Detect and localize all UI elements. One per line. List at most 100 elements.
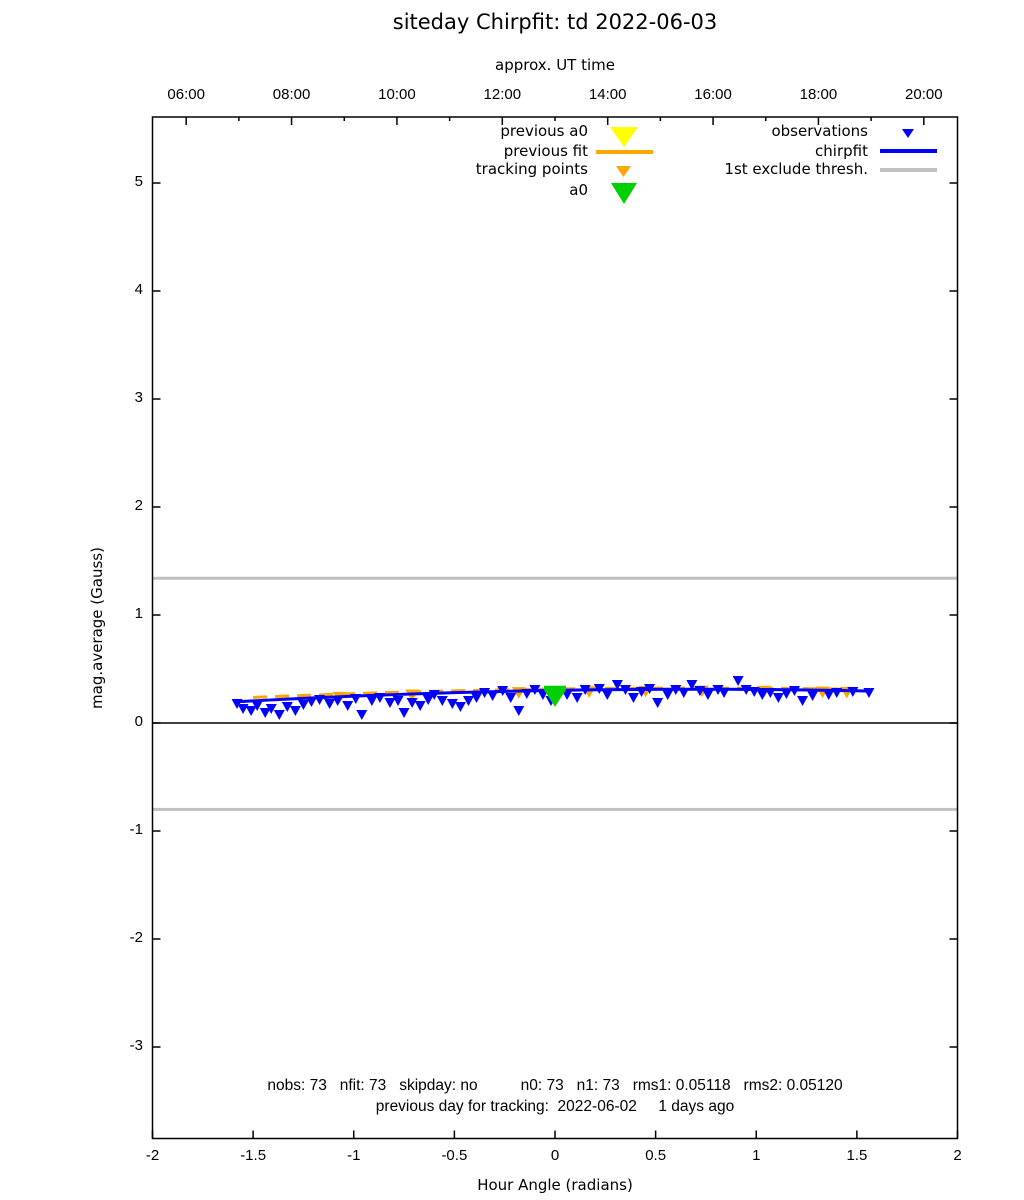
observation-marker [497,685,509,696]
observation-marker [356,710,368,721]
observation-marker [314,695,326,706]
time-tick-label: 18:00 [799,86,838,103]
observation-marker [611,680,623,691]
observation-marker [350,694,362,705]
observation-marker [366,695,378,706]
observation-marker [251,700,263,711]
time-tick-label: 20:00 [905,86,943,103]
observation-marker [619,684,631,695]
observation-marker [237,703,249,714]
x-tick-label: 2 [953,1147,962,1164]
observation-marker [513,706,525,717]
y-tick-label: -2 [129,929,143,946]
x-tick-label: -0.5 [441,1147,468,1164]
legend-label-exclude-thresh: 1st exclude thresh. [724,160,868,178]
observation-marker [398,707,410,718]
legend-label-tracking-points: tracking points [475,160,588,178]
observation-marker [537,689,549,700]
plot-border [151,116,959,1140]
observation-marker [652,698,664,709]
observation-marker [772,692,784,703]
x-tick-label: -1 [347,1147,361,1164]
x-tick-label: -2 [145,1147,160,1164]
observation-marker [788,685,800,696]
observation-marker [471,692,483,703]
observation-marker [732,676,744,687]
y-tick-label: 4 [134,281,143,298]
observation-marker [462,695,474,706]
observation-marker [593,684,605,695]
observation-marker [740,684,752,695]
time-tick-label: 08:00 [272,86,311,103]
legend-label-observations: observations [771,122,868,140]
y-tick-label: 1 [134,605,143,622]
observation-marker [305,696,317,707]
time-tick-label: 06:00 [167,86,205,103]
observation-marker [259,707,271,718]
observation-marker [487,691,499,702]
observation-marker [863,688,875,699]
time-tick-label: 14:00 [588,86,627,103]
observation-marker [694,685,706,696]
observation-marker [847,687,859,698]
observation-marker [756,689,768,700]
observation-marker [807,691,819,702]
observation-marker [601,689,613,700]
top-axis-title: approx. UT time [495,56,615,74]
observation-marker [273,710,285,721]
observation-marker [289,706,301,717]
x-tick-label: 0.5 [645,1147,667,1164]
observation-marker [636,687,648,698]
y-axis-title: mag.average (Gauss) [88,547,106,709]
observation-marker [702,689,714,700]
observation-marker [479,688,491,699]
observation-marker [764,688,776,699]
observation-marker [384,698,396,709]
observation-marker [342,700,354,711]
x-tick-label: 1.5 [846,1147,868,1164]
observation-marker [324,699,336,710]
observation-marker [265,703,277,714]
observation-marker [428,689,440,700]
observation-marker [281,702,293,713]
observation-marker [422,695,434,706]
legend-label-previous-a0: previous a0 [500,122,588,140]
observation-marker [797,695,809,706]
observation-marker [374,692,386,703]
y-tick-label: 2 [134,497,143,514]
observation-marker [561,689,573,700]
legend-label-previous-fit: previous fit [503,142,588,160]
observation-marker [332,695,344,706]
y-tick-label: -3 [129,1037,143,1054]
observation-marker [780,688,792,699]
observation-marker [505,692,517,703]
observation-marker [392,695,404,706]
observation-marker [644,684,656,695]
observation-marker [823,689,835,700]
time-tick-label: 12:00 [483,86,522,103]
stats-line-2: previous day for tracking: 2022-06-02 1 … [375,1098,735,1115]
observation-marker [414,700,426,711]
x-axis-title: Hour Angle (radians) [477,1176,633,1194]
time-tick-label: 16:00 [694,86,732,103]
y-tick-label: 0 [134,713,143,730]
observation-marker [831,688,843,699]
observation-marker [231,699,243,710]
x-tick-label: -1.5 [240,1147,267,1164]
observation-marker [446,699,458,710]
observation-marker [529,684,541,695]
observation-marker [579,684,591,695]
time-tick-label: 10:00 [378,86,416,103]
y-tick-label: 5 [134,173,143,190]
legend-label-a0: a0 [569,181,588,199]
legend-label-chirpfit: chirpfit [815,142,868,160]
observation-marker [712,684,724,695]
observation-marker [662,689,674,700]
observation-marker [627,692,639,703]
y-tick-label: 3 [134,389,143,406]
x-tick-label: 0 [550,1147,560,1164]
observation-marker [678,688,690,699]
observation-marker [245,706,257,717]
